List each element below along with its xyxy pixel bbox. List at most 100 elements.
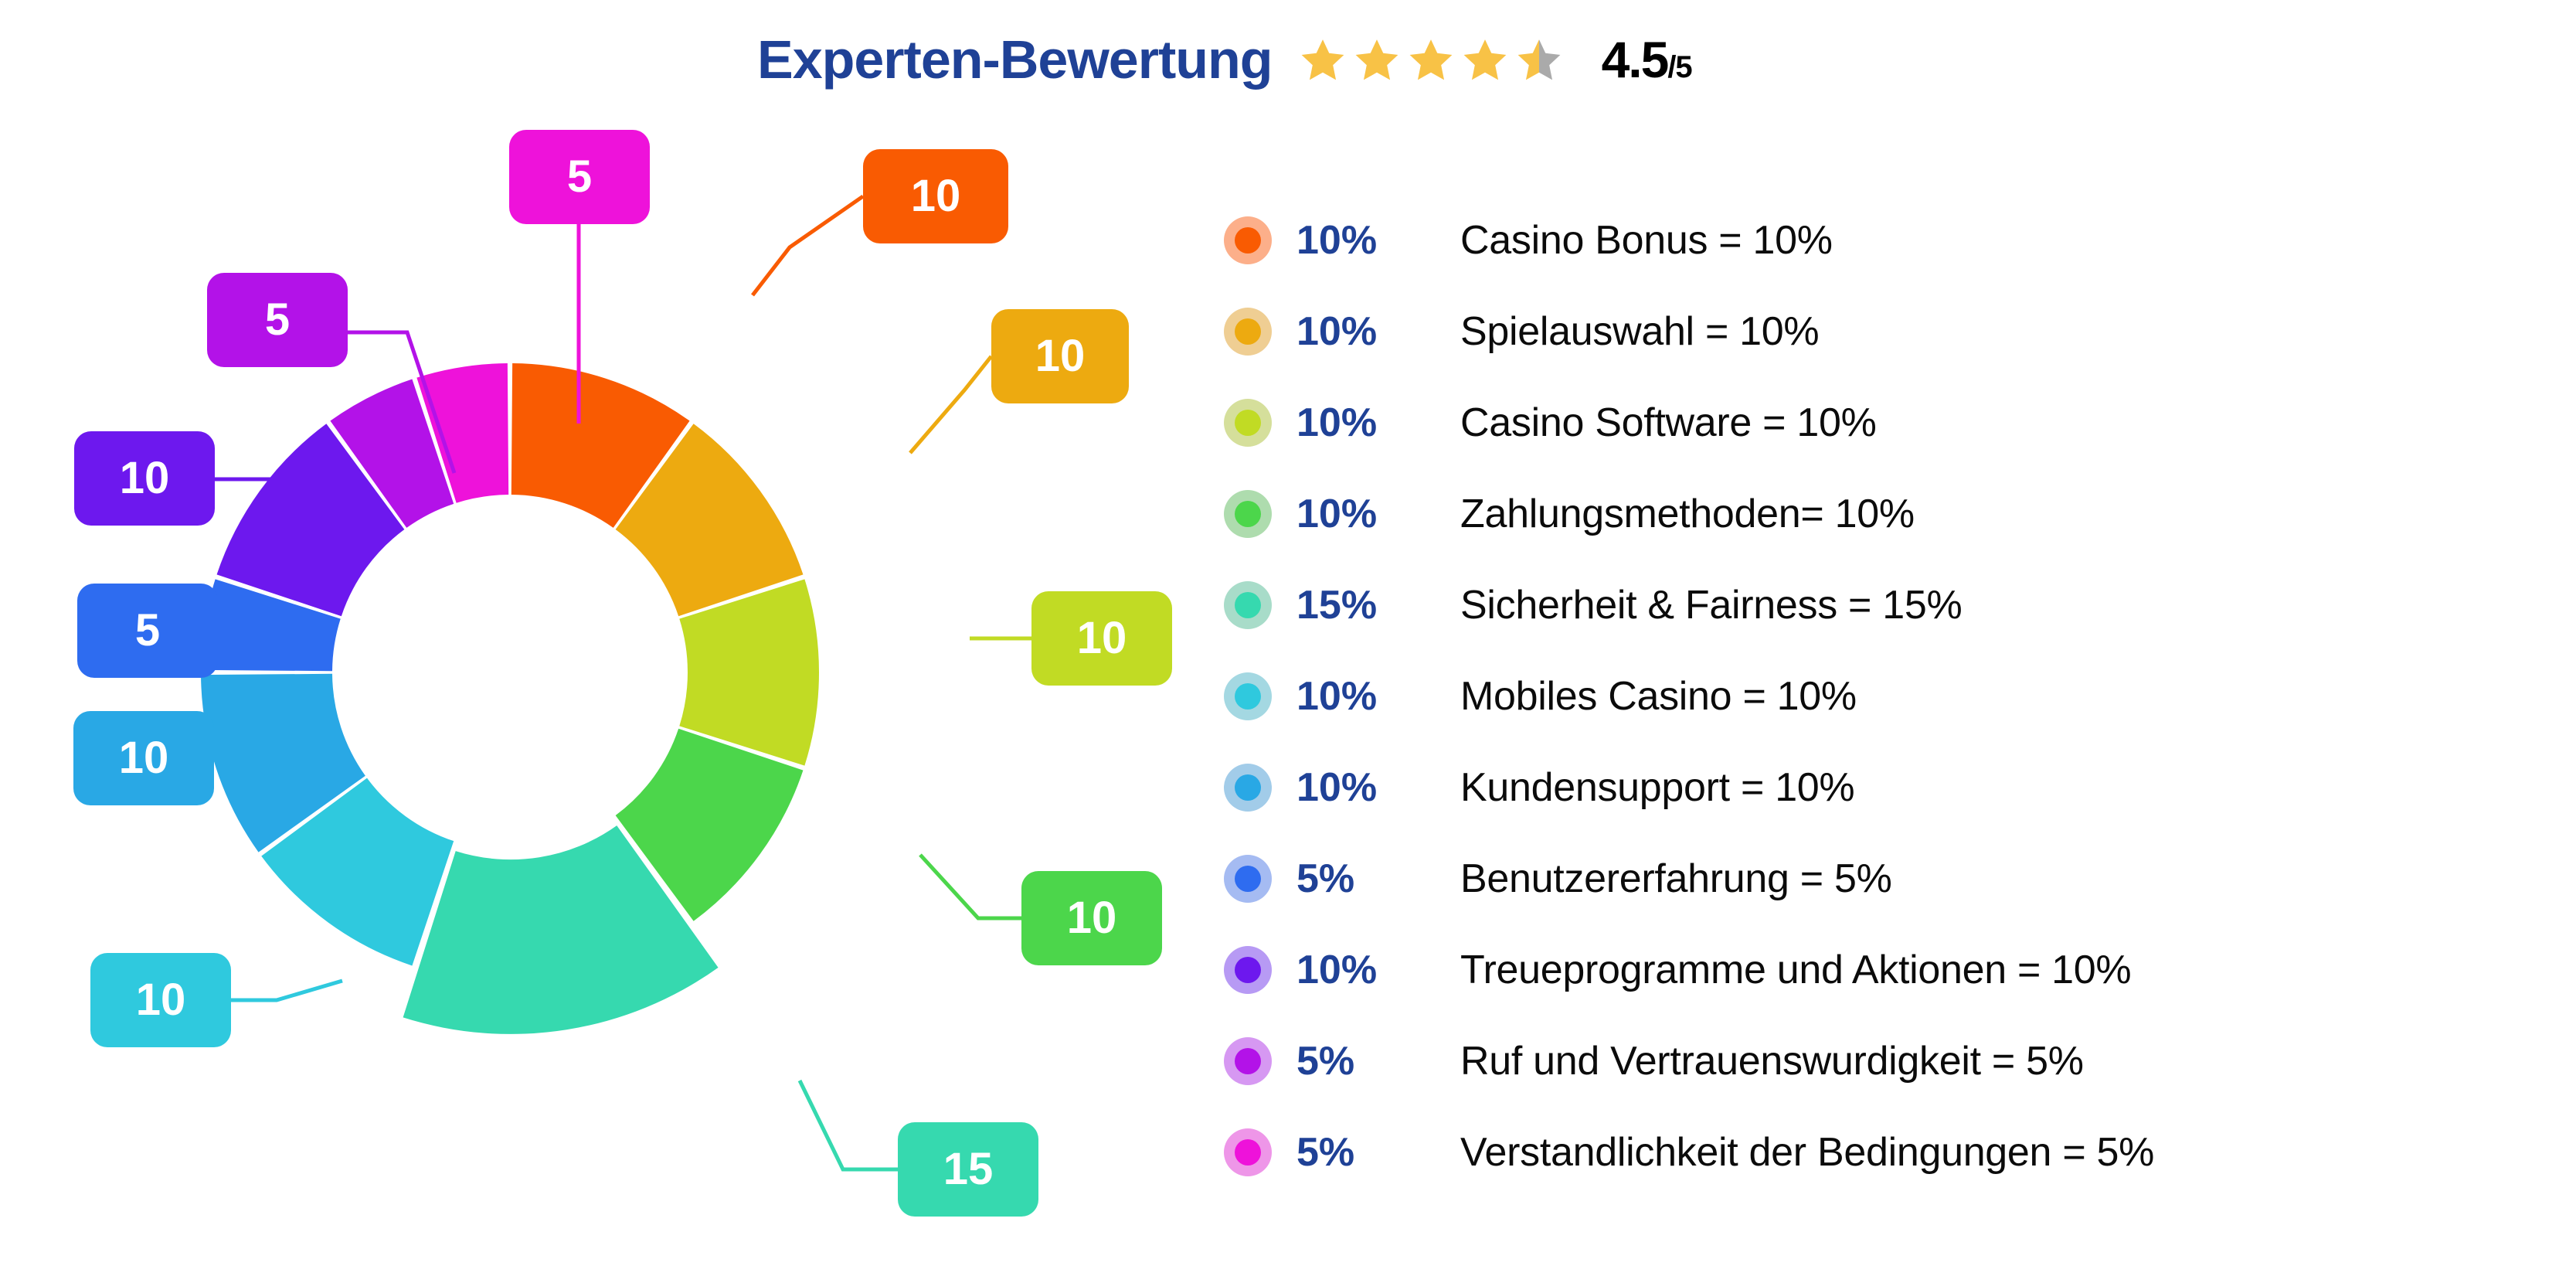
legend-color-marker: [1224, 764, 1272, 812]
donut-slice[interactable]: [679, 579, 819, 766]
star-icon: [1355, 39, 1398, 80]
legend-item[interactable]: 10% Mobiles Casino = 10%: [1213, 651, 2573, 742]
legend-color-dot: [1235, 592, 1261, 618]
legend-color-dot: [1235, 957, 1261, 983]
legend-percent: 5%: [1296, 1130, 1355, 1175]
donut-slice[interactable]: [330, 379, 454, 528]
value-badge[interactable]: 10: [74, 431, 215, 526]
legend-color-dot: [1235, 410, 1261, 436]
legend-color-marker: [1224, 1128, 1272, 1176]
legend-color-dot: [1235, 683, 1261, 710]
star-rating: [1299, 36, 1563, 84]
legend-color-dot: [1235, 866, 1261, 892]
legend-label: Benutzererfahrung = 5%: [1460, 856, 1892, 901]
legend-item[interactable]: 5% Ruf und Vertrauenswurdigkeit = 5%: [1213, 1016, 2573, 1107]
donut-slices: [201, 363, 819, 1034]
legend-label: Casino Bonus = 10%: [1460, 218, 1833, 263]
legend-color-dot: [1235, 774, 1261, 801]
legend-label: Sicherheit & Fairness = 15%: [1460, 583, 1963, 628]
legend-percent: 5%: [1296, 856, 1355, 901]
value-badge[interactable]: 10: [1021, 871, 1162, 965]
value-badge[interactable]: 5: [77, 584, 218, 678]
rating-value: 4.5: [1601, 31, 1670, 88]
rating-denominator: /5: [1667, 50, 1692, 84]
header: Experten-Bewertung 4.5 /5: [757, 29, 1693, 90]
donut-slice[interactable]: [201, 673, 365, 853]
leader-line: [919, 853, 1021, 921]
legend-color-marker: [1224, 308, 1272, 356]
legend-color-dot: [1235, 501, 1261, 527]
legend-percent: 15%: [1296, 583, 1378, 628]
legend-label: Kundensupport = 10%: [1460, 765, 1855, 810]
legend-label: Spielauswahl = 10%: [1460, 309, 1820, 354]
legend-color-marker: [1224, 672, 1272, 720]
legend-item[interactable]: 10% Spielauswahl = 10%: [1213, 286, 2573, 377]
legend-color-marker: [1224, 946, 1272, 994]
legend-label: Zahlungsmethoden= 10%: [1460, 492, 1915, 536]
legend-percent: 10%: [1296, 948, 1378, 992]
legend-color-dot: [1235, 318, 1261, 345]
legend-percent: 10%: [1296, 492, 1378, 536]
legend-label: Ruf und Vertrauenswurdigkeit = 5%: [1460, 1039, 2084, 1084]
value-badge[interactable]: 10: [991, 309, 1129, 403]
donut-slice[interactable]: [403, 825, 719, 1034]
donut-slice[interactable]: [261, 778, 454, 966]
legend-item[interactable]: 5% Verstandlichkeit der Bedingungen = 5%: [1213, 1107, 2573, 1198]
legend-color-marker: [1224, 581, 1272, 629]
legend-percent: 10%: [1296, 400, 1378, 445]
value-badge[interactable]: 10: [863, 149, 1008, 243]
legend-item[interactable]: 10% Zahlungsmethoden= 10%: [1213, 468, 2573, 560]
leader-line: [797, 1079, 898, 1172]
leader-line: [909, 355, 993, 454]
page-title: Experten-Bewertung: [757, 29, 1273, 90]
value-badge[interactable]: 10: [90, 953, 231, 1047]
legend-item[interactable]: 5% Benutzererfahrung = 5%: [1213, 833, 2573, 924]
value-badge[interactable]: 10: [1031, 591, 1172, 686]
star-icon: [1409, 39, 1452, 80]
legend-item[interactable]: 10% Kundensupport = 10%: [1213, 742, 2573, 833]
star-icon: [1301, 39, 1344, 80]
legend-color-dot: [1235, 1048, 1261, 1074]
donut-chart: 10 10 10 10 15 10 10 5 10 5 5: [0, 0, 1205, 1266]
legend-color-marker: [1224, 216, 1272, 264]
legend-item[interactable]: 15% Sicherheit & Fairness = 15%: [1213, 560, 2573, 651]
legend-color-marker: [1224, 855, 1272, 903]
value-badge[interactable]: 15: [898, 1122, 1038, 1217]
donut-slice[interactable]: [201, 579, 341, 672]
legend-label: Mobiles Casino = 10%: [1460, 674, 1857, 719]
legend-percent: 5%: [1296, 1039, 1355, 1084]
star-icon: [1463, 39, 1506, 80]
legend-label: Verstandlichkeit der Bedingungen = 5%: [1460, 1130, 2155, 1175]
legend: 10% Casino Bonus = 10% 10% Spielauswahl = 1…: [1213, 195, 2573, 1198]
legend-item[interactable]: 10% Treueprogramme und Aktionen = 10%: [1213, 924, 2573, 1016]
value-badge[interactable]: 5: [207, 273, 348, 367]
legend-percent: 10%: [1296, 765, 1378, 810]
legend-color-marker: [1224, 399, 1272, 447]
legend-item[interactable]: 10% Casino Software = 10%: [1213, 377, 2573, 468]
legend-percent: 10%: [1296, 674, 1378, 719]
value-badge[interactable]: 10: [73, 711, 214, 805]
legend-percent: 10%: [1296, 218, 1378, 263]
leader-line: [231, 978, 343, 1002]
legend-color-dot: [1235, 1139, 1261, 1166]
donut-slice[interactable]: [615, 424, 804, 617]
legend-label: Treueprogramme und Aktionen = 10%: [1460, 948, 2132, 992]
rating-value-group: 4.5 /5: [1601, 31, 1693, 88]
legend-label: Casino Software = 10%: [1460, 400, 1877, 445]
legend-color-dot: [1235, 227, 1261, 254]
value-badge[interactable]: 5: [509, 130, 650, 224]
legend-color-marker: [1224, 1037, 1272, 1085]
donut-slice[interactable]: [416, 363, 509, 503]
star-half-icon: [1517, 39, 1560, 80]
legend-percent: 10%: [1296, 309, 1378, 354]
legend-color-marker: [1224, 490, 1272, 538]
donut-chart-svg: [201, 194, 1031, 1172]
donut-slice[interactable]: [615, 728, 804, 921]
leader-line: [751, 194, 865, 297]
leader-line: [348, 330, 457, 474]
donut-slice[interactable]: [216, 424, 405, 617]
donut-slice[interactable]: [511, 363, 690, 528]
leader-lines: [214, 194, 1031, 1172]
legend-item[interactable]: 10% Casino Bonus = 10%: [1213, 195, 2573, 286]
